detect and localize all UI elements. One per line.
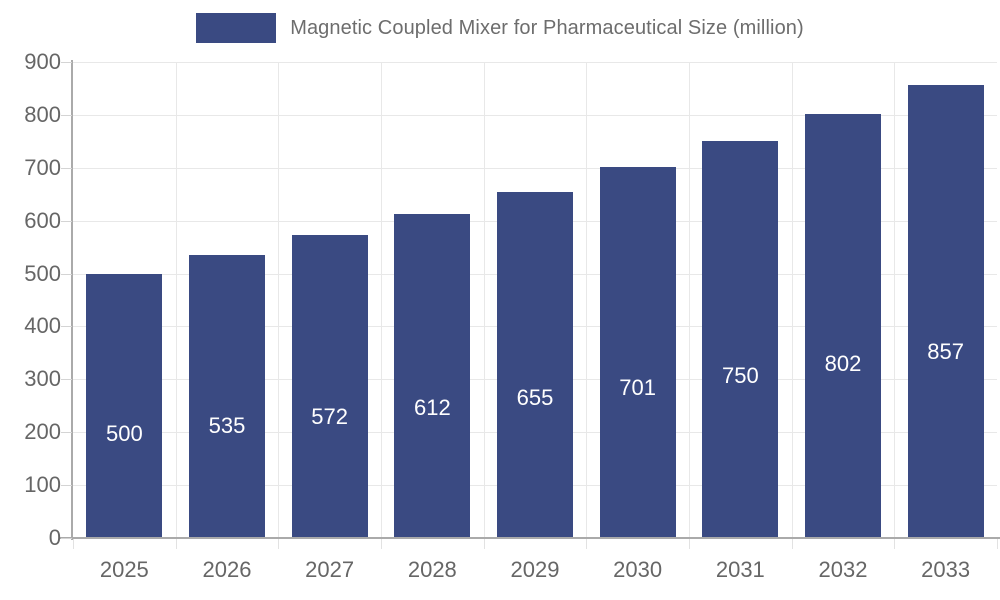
bar-value-label-2027: 572 — [311, 404, 349, 430]
gridline-x-1 — [175, 62, 177, 538]
y-tick-label-700: 700 — [24, 154, 61, 180]
y-tick-200 — [61, 432, 72, 434]
bar-value-label-2031: 750 — [721, 363, 759, 389]
x-tick-label-2028: 2028 — [407, 557, 457, 582]
bar-2028[interactable]: 612 — [394, 214, 471, 538]
bar-2027[interactable]: 572 — [291, 235, 368, 538]
x-tick-label-2026: 2026 — [202, 557, 252, 582]
x-tick-7 — [791, 539, 793, 549]
legend-item[interactable]: Magnetic Coupled Mixer for Pharmaceutica… — [196, 13, 804, 43]
gridline-y-700 — [73, 167, 997, 169]
gridline-x-2 — [278, 62, 280, 538]
legend-label: Magnetic Coupled Mixer for Pharmaceutica… — [290, 16, 804, 39]
x-tick-0 — [73, 539, 74, 549]
bar-value-label-2030: 701 — [619, 374, 657, 400]
x-tick-4 — [483, 539, 485, 549]
bar-value-label-2032: 802 — [824, 351, 862, 377]
bar-2033[interactable]: 857 — [907, 84, 984, 538]
bar-value-label-2029: 655 — [516, 385, 554, 411]
gridline-y-800 — [73, 114, 997, 116]
y-tick-label-0: 0 — [48, 525, 61, 550]
y-tick-0 — [61, 538, 72, 539]
y-tick-label-500: 500 — [24, 260, 61, 286]
y-axis-line — [71, 60, 73, 540]
x-tick-2 — [278, 539, 280, 549]
y-tick-400 — [61, 326, 72, 328]
x-tick-label-2033: 2033 — [921, 557, 971, 582]
x-tick-label-2031: 2031 — [715, 557, 765, 582]
bar-2029[interactable]: 655 — [497, 191, 573, 538]
y-tick-label-800: 800 — [24, 101, 61, 127]
y-tick-600 — [61, 220, 72, 222]
plot-area: 500 535 572 612 655 701 750 802 857 — [73, 62, 997, 539]
x-tick-9 — [997, 539, 998, 549]
y-tick-500 — [61, 273, 72, 275]
gridline-y-900 — [73, 62, 997, 63]
bar-value-label-2025: 500 — [105, 420, 143, 446]
chart-legend: Magnetic Coupled Mixer for Pharmaceutica… — [0, 0, 1000, 56]
gridline-x-8 — [894, 62, 896, 538]
y-tick-label-300: 300 — [24, 366, 61, 392]
gridline-x-4 — [483, 62, 485, 538]
y-tick-label-100: 100 — [24, 472, 61, 498]
x-tick-label-2032: 2032 — [818, 557, 868, 582]
bar-2031[interactable]: 750 — [702, 141, 779, 538]
x-tick-label-2029: 2029 — [510, 557, 560, 582]
y-tick-700 — [61, 167, 72, 169]
gridline-x-6 — [689, 62, 690, 538]
x-tick-8 — [894, 539, 896, 549]
x-tick-label-2027: 2027 — [305, 557, 355, 582]
x-tick-3 — [381, 539, 382, 549]
x-tick-label-2030: 2030 — [613, 557, 663, 582]
x-tick-6 — [689, 539, 690, 549]
gridline-x-3 — [381, 62, 382, 538]
gridline-x-7 — [791, 62, 793, 538]
bar-2030[interactable]: 701 — [599, 167, 676, 538]
x-tick-label-2025: 2025 — [99, 557, 149, 582]
gridline-x-5 — [586, 62, 588, 538]
bar-value-label-2028: 612 — [413, 395, 451, 421]
bar-2026[interactable]: 535 — [189, 255, 265, 538]
y-tick-900 — [61, 62, 72, 63]
x-axis-line — [60, 537, 1000, 539]
bar-2032[interactable]: 802 — [805, 113, 881, 538]
x-tick-1 — [175, 539, 177, 549]
bar-value-label-2026: 535 — [208, 412, 246, 438]
x-tick-5 — [586, 539, 588, 549]
y-tick-label-200: 200 — [24, 419, 61, 445]
bar-2025[interactable]: 500 — [86, 273, 163, 538]
y-tick-300 — [61, 379, 72, 381]
y-tick-label-900: 900 — [24, 49, 61, 74]
y-tick-label-400: 400 — [24, 313, 61, 339]
y-tick-800 — [61, 114, 72, 116]
legend-swatch-icon — [196, 13, 277, 43]
bar-value-label-2033: 857 — [927, 338, 965, 364]
y-axis-tick-labels: 0 100 200 300 400 500 600 700 800 900 — [0, 0, 61, 600]
y-tick-100 — [61, 485, 72, 487]
y-tick-label-600: 600 — [24, 207, 61, 233]
